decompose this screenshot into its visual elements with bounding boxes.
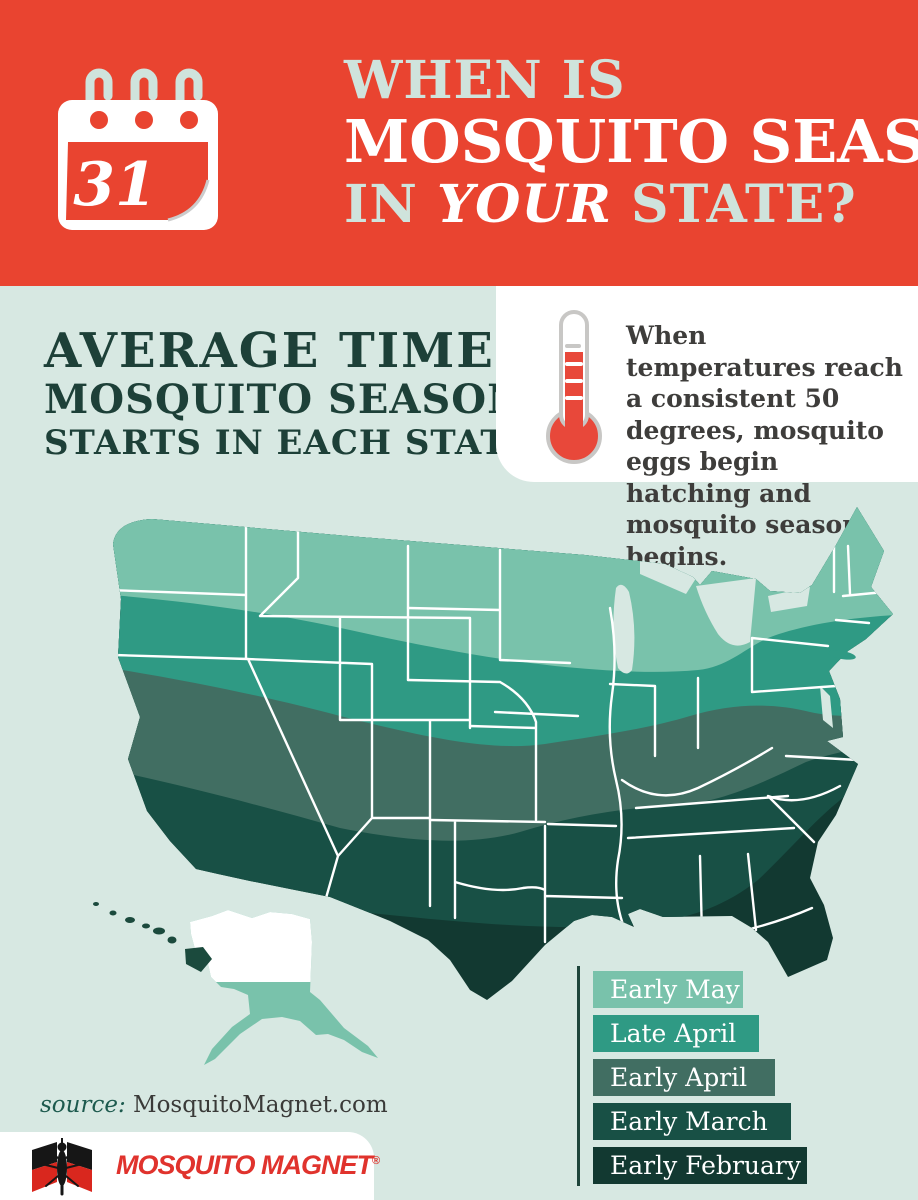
lake-huron-erie [696, 578, 756, 646]
legend-item-early-may: Early May [593, 971, 743, 1008]
hawaii-islands [93, 902, 212, 972]
legend-label: Early March [610, 1107, 768, 1136]
alaska-white-cap [190, 910, 317, 982]
header-banner: 31 WHEN IS MOSQUITO SEASON IN YOUR STATE… [0, 0, 918, 286]
legend-label: Early May [610, 975, 740, 1004]
calendar-day: 31 [73, 150, 157, 220]
title-line-2: MOSQUITO SEASON [344, 107, 918, 177]
heading-line-3: STARTS IN EACH STATE [44, 422, 534, 463]
temperature-callout-card: When temperatures reach a consistent 50 … [496, 286, 918, 571]
chesapeake-bay [820, 686, 833, 728]
title-line-1: WHEN IS [344, 50, 626, 111]
state-borders [113, 522, 886, 944]
heading-line-2: MOSQUITO SEASON [44, 375, 525, 423]
callout-text: When temperatures reach a consistent 50 … [626, 321, 903, 571]
long-island [828, 650, 856, 660]
us-choropleth-map [93, 507, 893, 1065]
lake-michigan [613, 584, 635, 674]
legend-item-late-april: Late April [593, 1015, 759, 1052]
brand-logo-box: MOSQUITO MAGNET® [0, 1132, 380, 1200]
page-title: WHEN IS MOSQUITO SEASON IN YOUR STATE? [344, 52, 918, 235]
legend-item-early-april: Early April [593, 1059, 775, 1096]
title-line-3: IN YOUR STATE? [344, 174, 857, 236]
alaska-shape [190, 910, 378, 1065]
state-borders-west [113, 522, 472, 908]
map-legend: Early May Late April Early April Early M… [593, 971, 807, 1191]
source-label: source: [40, 1092, 126, 1118]
thermometer-icon [546, 310, 602, 464]
title-your-emphasis: YOUR [436, 174, 612, 236]
legend-label: Late April [610, 1019, 737, 1048]
state-borders-south [698, 754, 860, 938]
source-value: MosquitoMagnet.com [133, 1092, 388, 1118]
section-heading: AVERAGE TIME MOSQUITO SEASON STARTS IN E… [44, 326, 534, 464]
heading-line-1: AVERAGE TIME [44, 323, 495, 379]
source-line: source: MosquitoMagnet.com [40, 1092, 388, 1118]
registered-mark: ® [372, 1155, 380, 1167]
mosquito-icon [32, 1138, 92, 1196]
legend-label: Early April [610, 1063, 748, 1092]
legend-label: Early February [610, 1151, 801, 1180]
legend-rule [577, 966, 580, 1186]
great-lakes-cutouts [613, 556, 833, 728]
state-borders-plains [406, 548, 624, 944]
legend-item-early-february: Early February [593, 1147, 807, 1184]
calendar-icon: 31 [58, 68, 218, 230]
legend-item-early-march: Early March [593, 1103, 791, 1140]
lake-ontario [768, 587, 810, 612]
state-borders-midwest [608, 606, 796, 934]
state-borders-northeast [750, 542, 886, 694]
brand-wordmark: MOSQUITO MAGNET® [116, 1150, 380, 1180]
lake-superior [640, 556, 700, 594]
